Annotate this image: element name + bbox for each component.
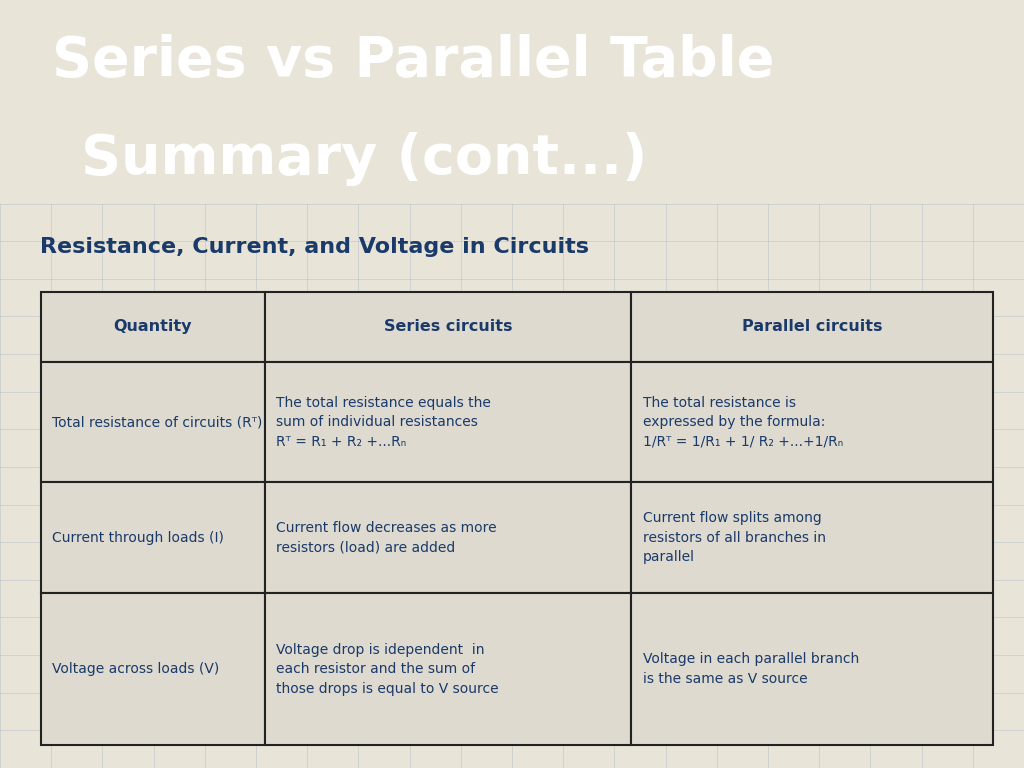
Text: Quantity: Quantity [114,319,193,334]
Text: Series vs Parallel Table: Series vs Parallel Table [52,34,774,88]
Text: Current flow decreases as more
resistors (load) are added: Current flow decreases as more resistors… [276,521,497,554]
Bar [632,362,993,482]
Text: Total resistance of circuits (Rᵀ): Total resistance of circuits (Rᵀ) [52,415,263,429]
Text: Voltage drop is idependent  in
each resistor and the sum of
those drops is equal: Voltage drop is idependent in each resis… [276,643,499,696]
Bar [632,482,993,593]
Text: The total resistance is
expressed by the formula:
1/Rᵀ = 1/R₁ + 1/ R₂ +...+1/Rₙ: The total resistance is expressed by the… [643,396,843,449]
Text: Voltage across loads (V): Voltage across loads (V) [52,662,219,676]
Bar [632,292,993,362]
Bar [41,292,265,362]
Bar [265,482,632,593]
Bar [41,593,265,745]
Text: Resistance, Current, and Voltage in Circuits: Resistance, Current, and Voltage in Circ… [40,237,590,257]
Text: Summary (cont...): Summary (cont...) [81,132,647,186]
Text: Series circuits: Series circuits [384,319,512,334]
Text: Parallel circuits: Parallel circuits [742,319,883,334]
Bar [265,292,632,362]
Bar [41,362,265,482]
Bar [41,482,265,593]
Text: Voltage in each parallel branch
is the same as V source: Voltage in each parallel branch is the s… [643,652,859,686]
Bar [632,593,993,745]
Bar [265,362,632,482]
Text: Current flow splits among
resistors of all branches in
parallel: Current flow splits among resistors of a… [643,511,825,564]
Text: Current through loads (I): Current through loads (I) [52,531,224,545]
Text: The total resistance equals the
sum of individual resistances
Rᵀ = R₁ + R₂ +...R: The total resistance equals the sum of i… [276,396,492,449]
Bar [265,593,632,745]
